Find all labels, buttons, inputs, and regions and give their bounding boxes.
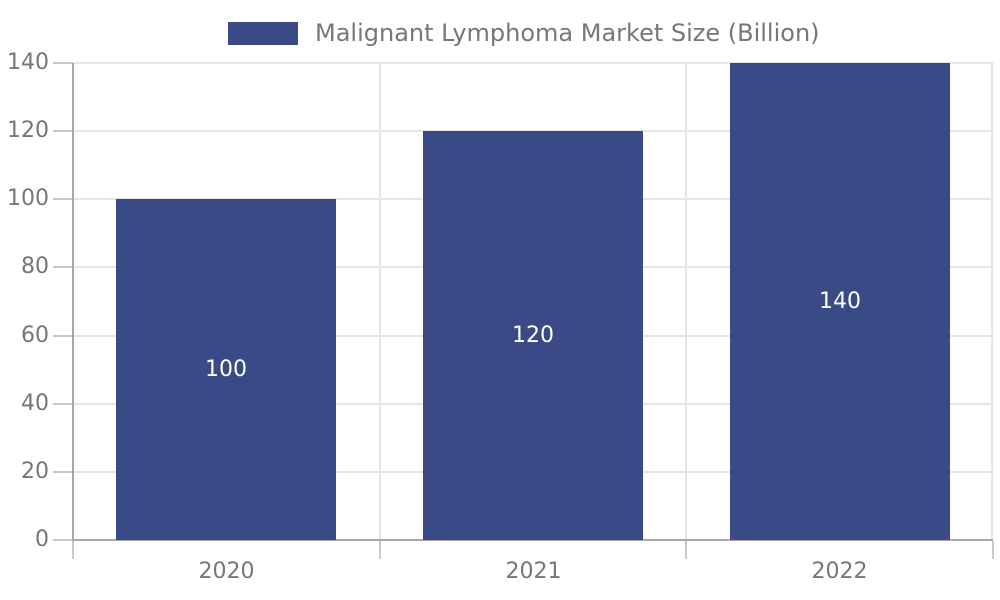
- legend-swatch: [228, 22, 298, 45]
- gridline-x-boundary-1: [379, 63, 381, 540]
- y-axis-tick-label: 60: [21, 323, 49, 348]
- y-tick-mark-100: [53, 198, 73, 200]
- y-axis-tick-label: 80: [21, 254, 49, 279]
- bar-value-label-2020: 100: [205, 357, 247, 382]
- x-tick-mark-0: [72, 541, 74, 559]
- y-axis-tick-label: 120: [7, 118, 49, 143]
- bar-value-label-2022: 140: [819, 289, 861, 314]
- gridline-y-140: [73, 62, 993, 64]
- y-axis-tick-label: 40: [21, 391, 49, 416]
- x-axis-line: [72, 539, 993, 541]
- gridline-x-boundary-2: [685, 63, 687, 540]
- x-axis-tick-label-2021: 2021: [505, 559, 562, 584]
- y-tick-mark-60: [53, 335, 73, 337]
- bar-2020: [116, 199, 336, 540]
- legend: Malignant Lymphoma Market Size (Billion): [228, 19, 820, 47]
- y-tick-mark-120: [53, 130, 73, 132]
- bar-2022: [730, 63, 950, 540]
- y-axis-line: [72, 63, 74, 541]
- x-axis-tick-label-2020: 2020: [198, 559, 255, 584]
- y-tick-mark-40: [53, 403, 73, 405]
- legend-label: Malignant Lymphoma Market Size (Billion): [315, 19, 820, 47]
- y-tick-mark-0: [53, 539, 73, 541]
- y-tick-mark-20: [53, 471, 73, 473]
- bar-2021: [423, 131, 643, 540]
- plot-right-border: [991, 63, 993, 540]
- y-tick-mark-80: [53, 266, 73, 268]
- y-axis-tick-label: 20: [21, 459, 49, 484]
- x-axis-tick-label-2022: 2022: [811, 559, 868, 584]
- x-tick-mark-3: [992, 541, 994, 559]
- x-tick-mark-2: [685, 541, 687, 559]
- x-tick-mark-1: [379, 541, 381, 559]
- y-tick-mark-140: [53, 62, 73, 64]
- y-axis-tick-label: 0: [35, 527, 49, 552]
- y-axis-tick-label: 100: [7, 186, 49, 211]
- bar-value-label-2021: 120: [512, 323, 554, 348]
- y-axis-tick-label: 140: [7, 50, 49, 75]
